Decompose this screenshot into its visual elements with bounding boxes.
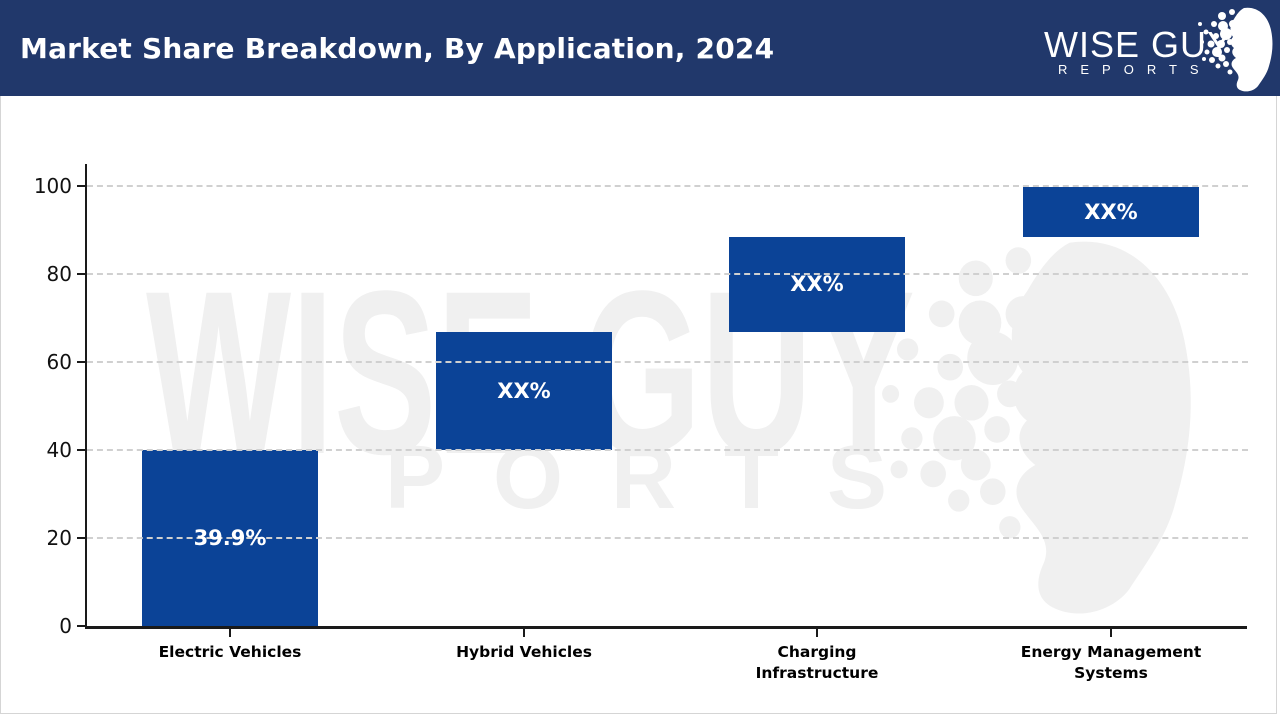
category-label-hybrid-vehicles: Hybrid Vehicles — [404, 642, 644, 663]
y-tick-20 — [77, 537, 86, 539]
category-label-line: Electric Vehicles — [158, 643, 302, 661]
y-tick-label-20: 20 — [46, 526, 72, 550]
y-tick-40 — [77, 449, 86, 451]
y-tick-label-0: 0 — [59, 614, 72, 638]
x-tick-charging-infrastructure — [816, 629, 818, 637]
y-axis-line — [85, 164, 87, 629]
x-tick-energy-management-systems — [1110, 629, 1112, 637]
y-tick-0 — [77, 625, 86, 627]
x-tick-electric-vehicles — [229, 629, 231, 637]
category-label-line: Systems — [1074, 664, 1148, 682]
y-tick-label-60: 60 — [46, 350, 72, 374]
category-label-line: Hybrid Vehicles — [456, 643, 592, 661]
y-tick-60 — [77, 361, 86, 363]
y-tick-label-80: 80 — [46, 262, 72, 286]
waterfall-bar-charging-infrastructure — [729, 236, 905, 332]
dotted-face-icon — [1198, 7, 1273, 92]
x-tick-hybrid-vehicles — [523, 629, 525, 637]
grid-line-20 — [87, 537, 1248, 539]
waterfall-bar-hybrid-vehicles — [436, 331, 612, 451]
category-label-line: Energy Management — [1020, 643, 1202, 661]
grid-line-80 — [87, 273, 1248, 275]
category-label-electric-vehicles: Electric Vehicles — [110, 642, 350, 663]
category-label-line: Infrastructure — [755, 664, 879, 682]
logo-wordmark: WISE GUY — [1044, 24, 1233, 65]
y-tick-100 — [77, 185, 86, 187]
bar-value-label-electric-vehicles: 39.9% — [193, 526, 267, 551]
y-tick-label-40: 40 — [46, 438, 72, 462]
category-label-energy-management-systems: Energy Management Systems — [991, 642, 1231, 684]
x-axis-line — [85, 626, 1247, 629]
bar-value-label-charging-infrastructure: XX% — [790, 272, 844, 297]
bar-value-label-energy-management-systems: XX% — [1084, 199, 1138, 224]
logo-subtext: REPORTS — [1058, 62, 1212, 77]
category-label-charging-infrastructure: Charging Infrastructure — [697, 642, 937, 684]
grid-line-40 — [87, 449, 1248, 451]
category-label-line: Charging — [777, 643, 857, 661]
grid-line-100 — [87, 185, 1248, 187]
watermark-face-icon — [873, 241, 1191, 614]
grid-line-60 — [87, 361, 1248, 363]
y-tick-label-100: 100 — [33, 174, 72, 198]
page-title: Market Share Breakdown, By Application, … — [20, 31, 775, 65]
header-banner: Market Share Breakdown, By Application, … — [0, 0, 1280, 96]
bar-value-label-hybrid-vehicles: XX% — [497, 379, 551, 404]
y-tick-80 — [77, 273, 86, 275]
waterfall-bar-energy-management-systems — [1023, 187, 1199, 237]
